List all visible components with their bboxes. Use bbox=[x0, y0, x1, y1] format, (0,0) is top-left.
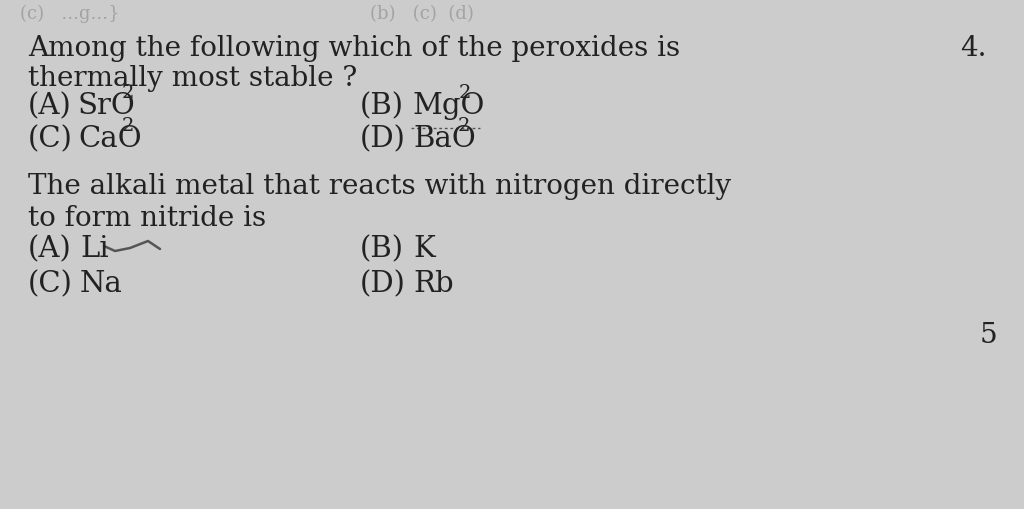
Text: thermally most stable ?: thermally most stable ? bbox=[28, 65, 357, 92]
Text: The alkali metal that reacts with nitrogen directly: The alkali metal that reacts with nitrog… bbox=[28, 173, 731, 200]
Text: (C): (C) bbox=[28, 125, 73, 153]
Text: (C): (C) bbox=[28, 269, 73, 297]
Text: K: K bbox=[413, 235, 435, 263]
Text: BaO: BaO bbox=[413, 125, 476, 153]
Text: (c)   ...g...}: (c) ...g...} bbox=[20, 5, 120, 23]
Text: Rb: Rb bbox=[413, 269, 454, 297]
Text: Na: Na bbox=[80, 269, 123, 297]
Text: (A): (A) bbox=[28, 92, 72, 120]
Text: SrO: SrO bbox=[78, 92, 136, 120]
Text: 2: 2 bbox=[122, 117, 134, 135]
Text: CaO: CaO bbox=[78, 125, 141, 153]
Text: 2: 2 bbox=[458, 117, 470, 135]
Text: (B): (B) bbox=[360, 235, 404, 263]
Text: (B): (B) bbox=[360, 92, 404, 120]
Text: 5: 5 bbox=[980, 321, 997, 348]
Text: (b)   (c)  (d): (b) (c) (d) bbox=[370, 5, 474, 23]
Text: to form nitride is: to form nitride is bbox=[28, 205, 266, 232]
Text: 2: 2 bbox=[459, 84, 471, 102]
Text: (A): (A) bbox=[28, 235, 72, 263]
Text: Among the following which of the peroxides is: Among the following which of the peroxid… bbox=[28, 35, 680, 62]
Text: 4.: 4. bbox=[961, 35, 986, 62]
Text: 2: 2 bbox=[122, 84, 134, 102]
Text: Li: Li bbox=[80, 235, 109, 263]
Text: MgO: MgO bbox=[413, 92, 485, 120]
Text: (D): (D) bbox=[360, 125, 406, 153]
Text: (D): (D) bbox=[360, 269, 406, 297]
